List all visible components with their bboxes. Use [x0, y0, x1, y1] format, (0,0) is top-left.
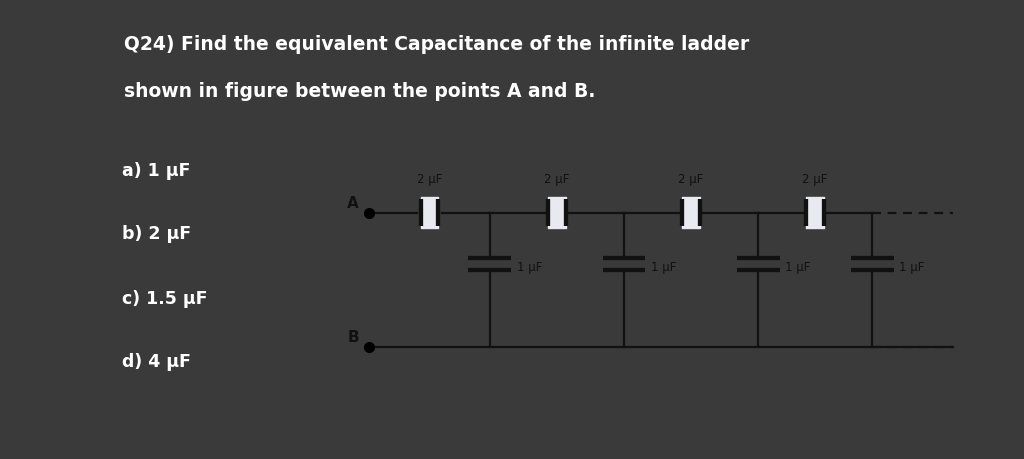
Text: 1 μF: 1 μF	[899, 260, 925, 273]
Text: b) 2 μF: b) 2 μF	[122, 224, 191, 242]
Text: A: A	[347, 196, 359, 211]
Text: c) 1.5 μF: c) 1.5 μF	[122, 290, 208, 308]
Text: d) 4 μF: d) 4 μF	[122, 352, 191, 370]
Text: shown in figure between the points A and B.: shown in figure between the points A and…	[124, 82, 595, 101]
Text: 1 μF: 1 μF	[517, 260, 542, 273]
Text: 2 μF: 2 μF	[545, 173, 569, 185]
Text: 2 μF: 2 μF	[803, 173, 827, 185]
Text: 2 μF: 2 μF	[417, 173, 442, 185]
Text: 1 μF: 1 μF	[785, 260, 810, 273]
Text: a) 1 μF: a) 1 μF	[122, 162, 190, 180]
Text: 1 μF: 1 μF	[651, 260, 676, 273]
Text: 2 μF: 2 μF	[679, 173, 703, 185]
Text: B: B	[347, 330, 359, 345]
Text: Q24) Find the equivalent Capacitance of the infinite ladder: Q24) Find the equivalent Capacitance of …	[124, 35, 750, 54]
